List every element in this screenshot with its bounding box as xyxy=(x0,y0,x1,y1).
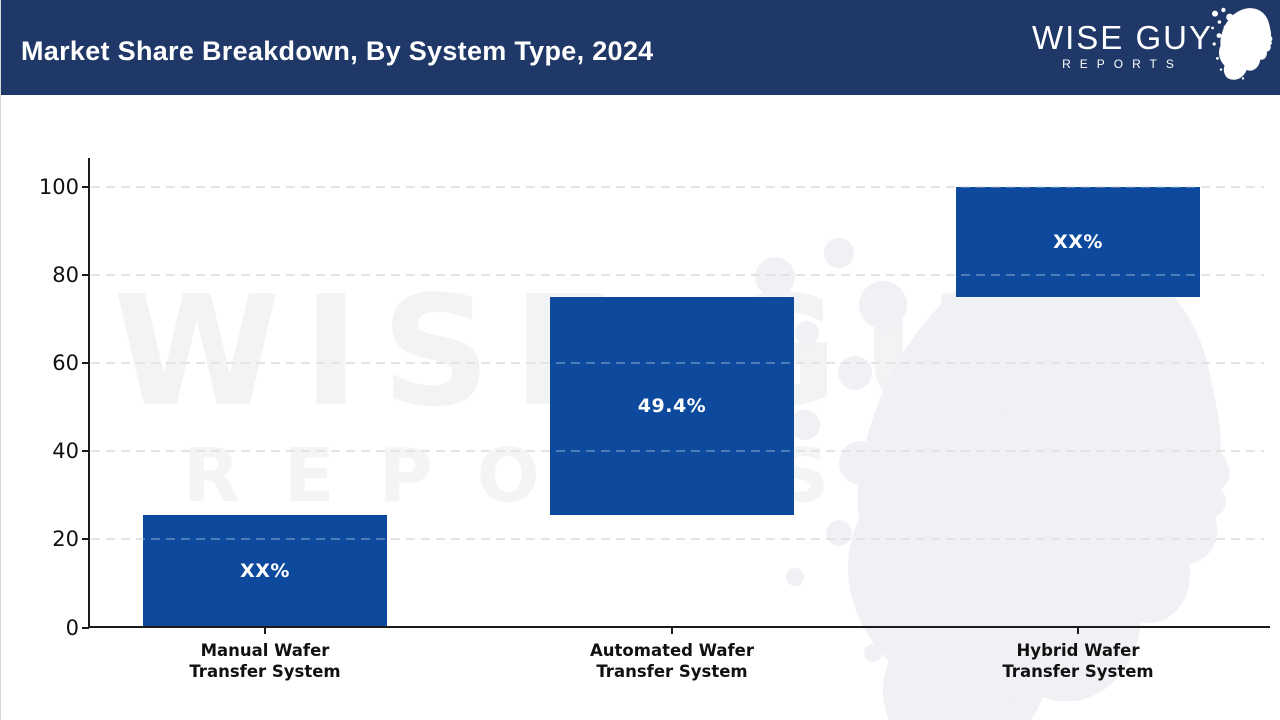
brand-logo: WISE GUY REPORTS xyxy=(1021,0,1273,95)
bar-value-label: XX% xyxy=(240,560,290,583)
brand-logo-text: WISE GUY REPORTS xyxy=(1031,19,1213,72)
gridline-80 xyxy=(91,273,1264,276)
gridline-overlay-100 xyxy=(91,185,1264,188)
gridline-overlay-40 xyxy=(91,450,1264,453)
x-axis-category-label: Hybrid Wafer Transfer System xyxy=(1002,641,1154,681)
gridline-100 xyxy=(91,185,1264,188)
y-axis-tick-label: 20 xyxy=(52,527,79,552)
gridline-20 xyxy=(91,538,1264,541)
y-axis-tick xyxy=(82,450,89,453)
y-axis-tick-label: 60 xyxy=(52,350,79,375)
page-title: Market Share Breakdown, By System Type, … xyxy=(21,36,654,66)
y-axis-tick xyxy=(82,538,89,541)
chart-area: WISE GUY REPORTS XX%49.4%X xyxy=(1,95,1280,720)
y-axis-tick xyxy=(82,361,89,364)
header-banner: Market Share Breakdown, By System Type, … xyxy=(1,0,1280,95)
bar-segment[interactable]: 49.4% xyxy=(550,296,794,515)
x-axis-line xyxy=(88,626,1270,628)
y-axis-tick xyxy=(82,626,89,629)
y-axis-tick-label: 40 xyxy=(52,439,79,464)
y-axis-tick-label: 80 xyxy=(52,262,79,287)
x-axis-category-label: Automated Wafer Transfer System xyxy=(590,641,754,681)
x-axis-tick xyxy=(671,628,673,634)
watermark-face-profile-icon xyxy=(754,238,1230,720)
bar-segment[interactable]: XX% xyxy=(956,186,1200,297)
bar-segment[interactable]: XX% xyxy=(143,514,387,628)
y-axis-tick xyxy=(82,185,89,188)
gridline-overlay-20 xyxy=(91,538,1264,541)
y-axis-tick-label: 0 xyxy=(65,615,79,640)
face-profile-icon xyxy=(1211,7,1273,80)
x-axis-category-label: Manual Wafer Transfer System xyxy=(189,641,341,681)
axes-layer: 0 20 40 60 80 100 Manual Wafer Transfer System… xyxy=(1,95,1280,720)
gridlines-overlay-layer xyxy=(1,95,1280,720)
brand-name: WISE GUY xyxy=(1031,19,1213,56)
gridline-overlay-60 xyxy=(91,361,1264,364)
bars-layer: XX% 49.4% XX% xyxy=(1,95,1280,720)
y-axis-tick-label: 100 xyxy=(38,174,79,199)
x-axis-tick xyxy=(1077,628,1079,634)
y-axis-tick xyxy=(82,273,89,276)
brand-subname: REPORTS xyxy=(1062,57,1183,71)
y-axis-line xyxy=(88,158,90,628)
bar-value-label: 49.4% xyxy=(637,394,707,417)
x-axis-tick xyxy=(264,628,266,634)
bar-value-label: XX% xyxy=(1053,230,1103,253)
gridline-overlay-80 xyxy=(91,273,1264,276)
